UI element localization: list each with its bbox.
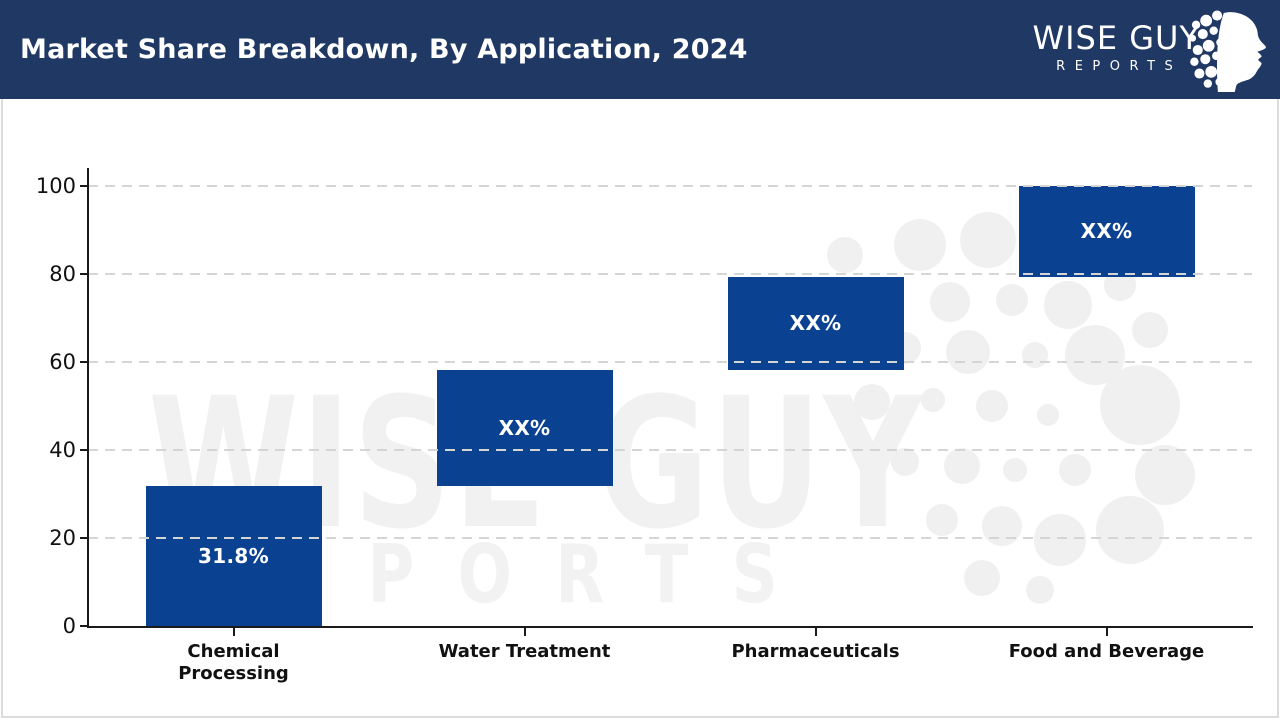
- x-tick-2: [814, 628, 817, 636]
- bar-value-label: XX%: [1080, 219, 1133, 244]
- wiseguy-head-icon: [1189, 10, 1266, 93]
- y-tick-label-0: 0: [62, 614, 76, 638]
- gridline-60: [88, 361, 1252, 363]
- y-tick-80: [80, 273, 88, 275]
- y-tick-label-100: 100: [35, 174, 76, 198]
- x-tick-0: [232, 628, 235, 636]
- wiseguy-logo-primary: WISE GUY: [1032, 19, 1200, 57]
- y-tick-0: [80, 625, 88, 627]
- y-tick-60: [80, 361, 88, 363]
- bar-pharmaceuticals: XX%: [727, 276, 904, 370]
- x-tick-3: [1105, 628, 1108, 636]
- y-axis-line: [87, 168, 89, 628]
- bar-value-label: XX%: [498, 415, 551, 440]
- gridline-80: [88, 273, 1252, 275]
- gridline-40: [88, 449, 1252, 451]
- x-axis-line: [87, 626, 1253, 628]
- x-label-2: Pharmaceuticals: [731, 641, 900, 662]
- bar-value-label: XX%: [789, 311, 842, 336]
- x-label-3: Food and Beverage: [1008, 641, 1205, 662]
- header-band: Market Share Breakdown, By Application, …: [0, 0, 1280, 99]
- x-label-0: Chemical Processing: [178, 641, 289, 684]
- gridline-100: [88, 185, 1252, 187]
- page-title: Market Share Breakdown, By Application, …: [20, 34, 748, 65]
- bar-chemical-processing: 31.8%: [145, 486, 322, 626]
- y-tick-40: [80, 449, 88, 451]
- y-tick-label-20: 20: [49, 526, 76, 550]
- bar-water-treatment: XX%: [436, 369, 613, 487]
- wiseguy-logo-secondary: REPORTS: [1056, 58, 1183, 74]
- x-tick-1: [523, 628, 526, 636]
- gridline-20: [88, 537, 1252, 539]
- bar-food-and-beverage: XX%: [1018, 186, 1195, 277]
- y-tick-label-40: 40: [49, 438, 76, 462]
- wiseguy-logo-text: WISE GUY REPORTS: [1032, 19, 1200, 74]
- wiseguy-logo: WISE GUY REPORTS: [1012, 0, 1272, 99]
- bar-value-label: 31.8%: [198, 544, 269, 569]
- y-tick-label-60: 60: [49, 350, 76, 374]
- y-tick-100: [80, 185, 88, 187]
- y-tick-20: [80, 537, 88, 539]
- y-tick-label-80: 80: [49, 262, 76, 286]
- x-label-1: Water Treatment: [438, 641, 611, 662]
